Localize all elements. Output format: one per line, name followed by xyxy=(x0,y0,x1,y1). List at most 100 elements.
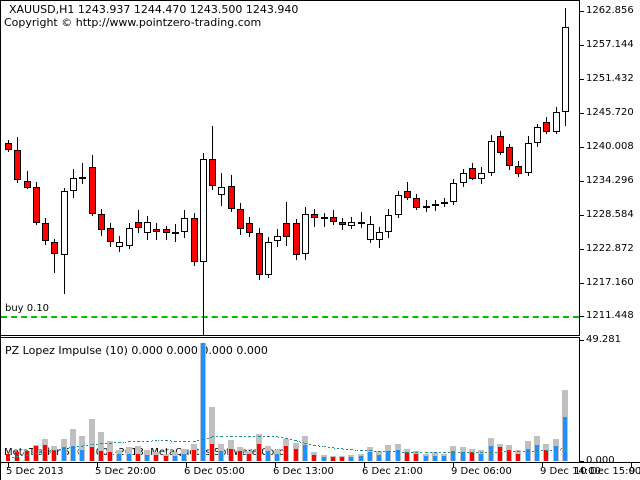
candle-body xyxy=(367,224,374,240)
indicator-signal-dot xyxy=(532,451,533,452)
indicator-signal-dot xyxy=(322,446,323,447)
candle-body xyxy=(98,214,105,230)
indicator-signal-dot xyxy=(130,441,131,442)
indicator-signal-dot xyxy=(166,440,167,441)
time-axis-tick xyxy=(97,463,98,467)
histogram-bar-blue xyxy=(303,445,307,461)
indicator-signal-dot xyxy=(514,451,515,452)
indicator-signal-dot xyxy=(93,444,94,445)
indicator-signal-dot xyxy=(449,452,450,453)
panel-divider-top xyxy=(0,335,580,336)
indicator-signal-dot xyxy=(109,443,110,444)
histogram-bar-red xyxy=(99,451,103,461)
histogram-bar-red xyxy=(544,450,548,461)
indicator-signal-dot xyxy=(471,452,472,453)
indicator-signal-dot xyxy=(333,447,334,448)
indicator-signal-dot xyxy=(467,452,468,453)
symbol-timeframe-ohlc-label: XAUUSD,H1 1243.937 1244.470 1243.500 124… xyxy=(9,3,299,16)
candle-body xyxy=(330,217,337,222)
indicator-signal-dot xyxy=(388,451,389,452)
candle-body xyxy=(61,191,68,255)
indicator-signal-dot xyxy=(203,439,204,440)
indicator-signal-dot xyxy=(473,452,474,453)
indicator-signal-dot xyxy=(387,451,388,452)
indicator-signal-dot xyxy=(165,440,166,441)
indicator-signal-dot xyxy=(315,445,316,446)
indicator-signal-dot xyxy=(115,442,116,443)
time-axis-label: 9 Dec 22:00 xyxy=(629,466,640,477)
indicator-signal-dot xyxy=(499,451,500,452)
indicator-signal-dot xyxy=(207,438,208,439)
indicator-signal-dot xyxy=(138,441,139,442)
histogram-bar-blue xyxy=(526,449,530,461)
indicator-signal-dot xyxy=(143,441,144,442)
time-axis-label: 6 Dec 05:00 xyxy=(184,466,245,477)
indicator-signal-dot xyxy=(406,452,407,453)
time-axis-border xyxy=(0,462,640,463)
indicator-signal-dot xyxy=(299,441,300,442)
indicator-signal-dot xyxy=(519,451,520,452)
indicator-signal-dot xyxy=(8,457,9,458)
price-axis-tick xyxy=(580,316,584,317)
histogram-bar-red xyxy=(25,451,29,461)
indicator-signal-dot xyxy=(448,452,449,453)
indicator-signal-dot xyxy=(491,452,492,453)
candle-body xyxy=(209,159,216,186)
indicator-signal-dot xyxy=(480,452,481,453)
indicator-signal-dot xyxy=(226,436,227,437)
indicator-signal-dot xyxy=(36,453,37,454)
indicator-signal-dot xyxy=(380,451,381,452)
indicator-signal-dot xyxy=(427,452,428,453)
indicator-signal-dot xyxy=(408,452,409,453)
histogram-bar-blue xyxy=(442,456,446,461)
candle-body xyxy=(24,181,31,188)
candle-body xyxy=(89,167,96,214)
histogram-bar-red xyxy=(294,449,298,461)
indicator-signal-dot xyxy=(287,438,288,439)
indicator-signal-dot xyxy=(87,445,88,446)
indicator-signal-dot xyxy=(220,436,221,437)
indicator-signal-dot xyxy=(128,441,129,442)
indicator-signal-dot xyxy=(313,445,314,446)
indicator-signal-dot xyxy=(222,436,223,437)
indicator-signal-dot xyxy=(319,446,320,447)
candle-wick xyxy=(361,212,362,228)
indicator-signal-dot xyxy=(17,456,18,457)
price-axis-label: 1240.008 xyxy=(586,141,634,152)
indicator-signal-dot xyxy=(119,442,120,443)
indicator-signal-dot xyxy=(31,454,32,455)
indicator-signal-dot xyxy=(142,441,143,442)
indicator-signal-dot xyxy=(508,451,509,452)
indicator-signal-dot xyxy=(468,452,469,453)
indicator-signal-dot xyxy=(35,453,36,454)
time-axis-tick xyxy=(8,463,9,467)
indicator-signal-dot xyxy=(189,441,190,442)
indicator-signal-dot xyxy=(411,452,412,453)
candle-body xyxy=(153,229,160,232)
indicator-signal-dot xyxy=(148,441,149,442)
indicator-signal-dot xyxy=(390,451,391,452)
indicator-signal-dot xyxy=(227,436,228,437)
indicator-signal-dot xyxy=(505,451,506,452)
indicator-signal-dot xyxy=(361,450,362,451)
histogram-bar-blue xyxy=(489,446,493,461)
candle-body xyxy=(413,198,420,208)
indicator-signal-dot xyxy=(560,449,561,450)
indicator-signal-dot xyxy=(294,440,295,441)
indicator-signal-dot xyxy=(83,445,84,446)
indicator-signal-dot xyxy=(208,438,209,439)
indicator-signal-dot xyxy=(268,436,269,437)
indicator-signal-dot xyxy=(365,450,366,451)
indicator-signal-dot xyxy=(416,452,417,453)
indicator-signal-dot xyxy=(463,452,464,453)
candle-body xyxy=(274,236,281,241)
indicator-signal-dot xyxy=(92,444,93,445)
indicator-signal-dot xyxy=(137,441,138,442)
candle-body xyxy=(33,187,40,223)
histogram-bar-red xyxy=(257,444,261,461)
chart-left-border xyxy=(0,0,1,480)
indicator-signal-dot xyxy=(18,456,19,457)
histogram-bar-red xyxy=(284,446,288,461)
indicator-signal-dot xyxy=(188,441,189,442)
